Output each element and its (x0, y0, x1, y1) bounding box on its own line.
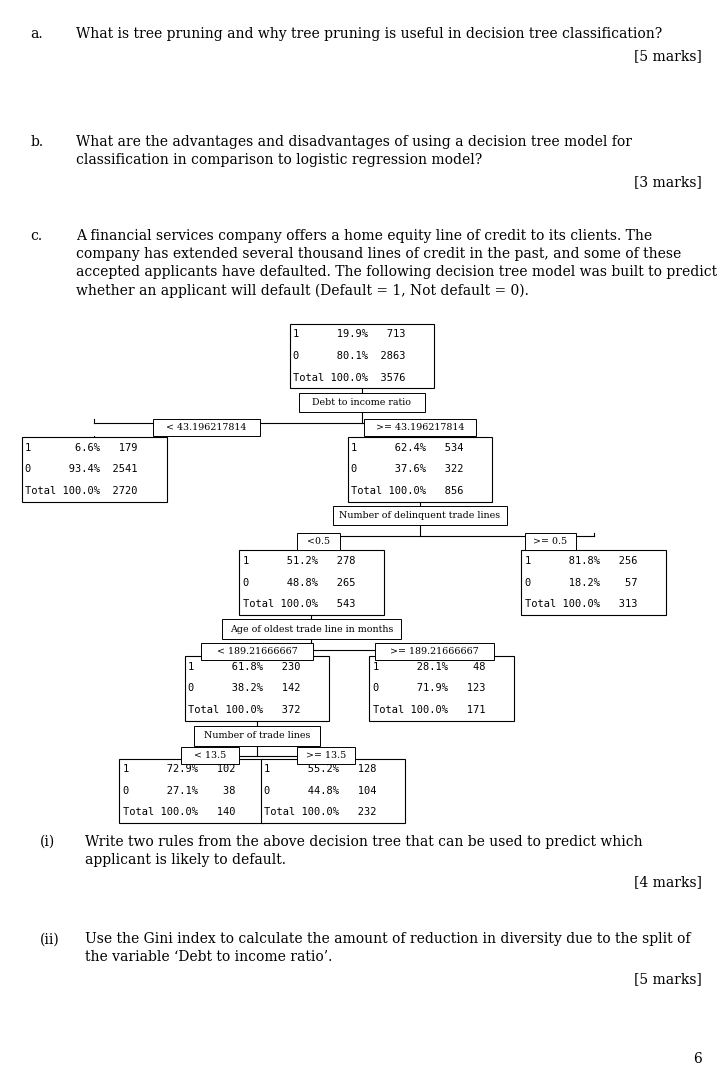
Text: >= 13.5: >= 13.5 (306, 751, 346, 760)
Text: < 13.5: < 13.5 (194, 751, 226, 760)
FancyBboxPatch shape (369, 656, 514, 721)
Text: 1      55.2%   128: 1 55.2% 128 (264, 764, 376, 775)
FancyBboxPatch shape (239, 550, 384, 615)
Text: 0      71.9%   123: 0 71.9% 123 (373, 683, 485, 694)
Text: < 43.196217814: < 43.196217814 (166, 423, 247, 432)
FancyBboxPatch shape (119, 759, 264, 823)
Text: A financial services company offers a home equity line of credit to its clients.: A financial services company offers a ho… (76, 229, 652, 243)
Text: 1      72.9%   102: 1 72.9% 102 (123, 764, 235, 775)
FancyBboxPatch shape (298, 393, 425, 412)
FancyBboxPatch shape (348, 437, 492, 502)
Text: the variable ‘Debt to income ratio’.: the variable ‘Debt to income ratio’. (85, 951, 333, 965)
Text: Total 100.0%   372: Total 100.0% 372 (188, 705, 300, 715)
Text: 1      19.9%   713: 1 19.9% 713 (293, 329, 405, 340)
Text: <0.5: <0.5 (307, 537, 330, 546)
Text: What is tree pruning and why tree pruning is useful in decision tree classificat: What is tree pruning and why tree prunin… (76, 27, 662, 41)
Text: >= 189.21666667: >= 189.21666667 (390, 647, 479, 656)
Text: 1       6.6%   179: 1 6.6% 179 (25, 442, 138, 453)
Text: Total 100.0%   313: Total 100.0% 313 (525, 599, 637, 610)
FancyBboxPatch shape (297, 747, 355, 764)
Text: 1      62.4%   534: 1 62.4% 534 (351, 442, 463, 453)
Text: [3 marks]: [3 marks] (634, 175, 702, 189)
Text: [5 marks]: [5 marks] (634, 49, 702, 63)
FancyBboxPatch shape (261, 759, 405, 823)
FancyBboxPatch shape (181, 747, 239, 764)
Text: classification in comparison to logistic regression model?: classification in comparison to logistic… (76, 153, 482, 167)
Text: (ii): (ii) (40, 932, 59, 946)
Text: Total 100.0%   171: Total 100.0% 171 (373, 705, 485, 715)
Text: < 189.21666667: < 189.21666667 (216, 647, 298, 656)
Text: (i): (i) (40, 835, 55, 849)
FancyBboxPatch shape (153, 419, 260, 436)
Text: b.: b. (30, 135, 43, 149)
Text: company has extended several thousand lines of credit in the past, and some of t: company has extended several thousand li… (76, 247, 681, 261)
Text: Number of trade lines: Number of trade lines (204, 732, 310, 740)
FancyBboxPatch shape (297, 533, 340, 550)
Text: Age of oldest trade line in months: Age of oldest trade line in months (230, 625, 393, 633)
FancyBboxPatch shape (193, 726, 320, 746)
Text: Total 100.0%  3576: Total 100.0% 3576 (293, 372, 405, 383)
Text: applicant is likely to default.: applicant is likely to default. (85, 853, 287, 868)
FancyBboxPatch shape (375, 643, 494, 660)
FancyBboxPatch shape (521, 550, 666, 615)
Text: 0      37.6%   322: 0 37.6% 322 (351, 464, 463, 475)
FancyBboxPatch shape (363, 419, 476, 436)
Text: 0      93.4%  2541: 0 93.4% 2541 (25, 464, 138, 475)
Text: [4 marks]: [4 marks] (634, 875, 702, 889)
Text: What are the advantages and disadvantages of using a decision tree model for: What are the advantages and disadvantage… (76, 135, 632, 149)
FancyBboxPatch shape (185, 656, 329, 721)
FancyBboxPatch shape (222, 619, 401, 639)
Text: >= 0.5: >= 0.5 (533, 537, 568, 546)
Text: 0      48.8%   265: 0 48.8% 265 (243, 577, 355, 588)
Text: Debt to income ratio: Debt to income ratio (313, 398, 411, 407)
Text: Total 100.0%   140: Total 100.0% 140 (123, 807, 235, 818)
Text: Total 100.0%   856: Total 100.0% 856 (351, 486, 463, 496)
Text: Number of delinquent trade lines: Number of delinquent trade lines (340, 511, 500, 520)
Text: c.: c. (30, 229, 43, 243)
Text: 6: 6 (694, 1052, 702, 1066)
Text: Total 100.0%  2720: Total 100.0% 2720 (25, 486, 138, 496)
Text: 1      81.8%   256: 1 81.8% 256 (525, 556, 637, 566)
FancyBboxPatch shape (201, 643, 313, 660)
Text: 0      27.1%    38: 0 27.1% 38 (123, 786, 235, 796)
FancyBboxPatch shape (290, 324, 434, 388)
Text: 1      61.8%   230: 1 61.8% 230 (188, 661, 300, 672)
Text: whether an applicant will default (Default = 1, Not default = 0).: whether an applicant will default (Defau… (76, 283, 529, 298)
Text: 0      80.1%  2863: 0 80.1% 2863 (293, 351, 405, 361)
Text: Total 100.0%   232: Total 100.0% 232 (264, 807, 376, 818)
Text: 0      44.8%   104: 0 44.8% 104 (264, 786, 376, 796)
Text: Use the Gini index to calculate the amount of reduction in diversity due to the : Use the Gini index to calculate the amou… (85, 932, 691, 946)
FancyBboxPatch shape (525, 533, 576, 550)
FancyBboxPatch shape (22, 437, 167, 502)
Text: [5 marks]: [5 marks] (634, 972, 702, 986)
Text: 0      18.2%    57: 0 18.2% 57 (525, 577, 637, 588)
Text: accepted applicants have defaulted. The following decision tree model was built : accepted applicants have defaulted. The … (76, 265, 717, 279)
Text: Write two rules from the above decision tree that can be used to predict which: Write two rules from the above decision … (85, 835, 643, 849)
Text: 0      38.2%   142: 0 38.2% 142 (188, 683, 300, 694)
FancyBboxPatch shape (333, 506, 507, 525)
Text: >= 43.196217814: >= 43.196217814 (376, 423, 464, 432)
Text: 1      51.2%   278: 1 51.2% 278 (243, 556, 355, 566)
Text: a.: a. (30, 27, 43, 41)
Text: 1      28.1%    48: 1 28.1% 48 (373, 661, 485, 672)
Text: Total 100.0%   543: Total 100.0% 543 (243, 599, 355, 610)
